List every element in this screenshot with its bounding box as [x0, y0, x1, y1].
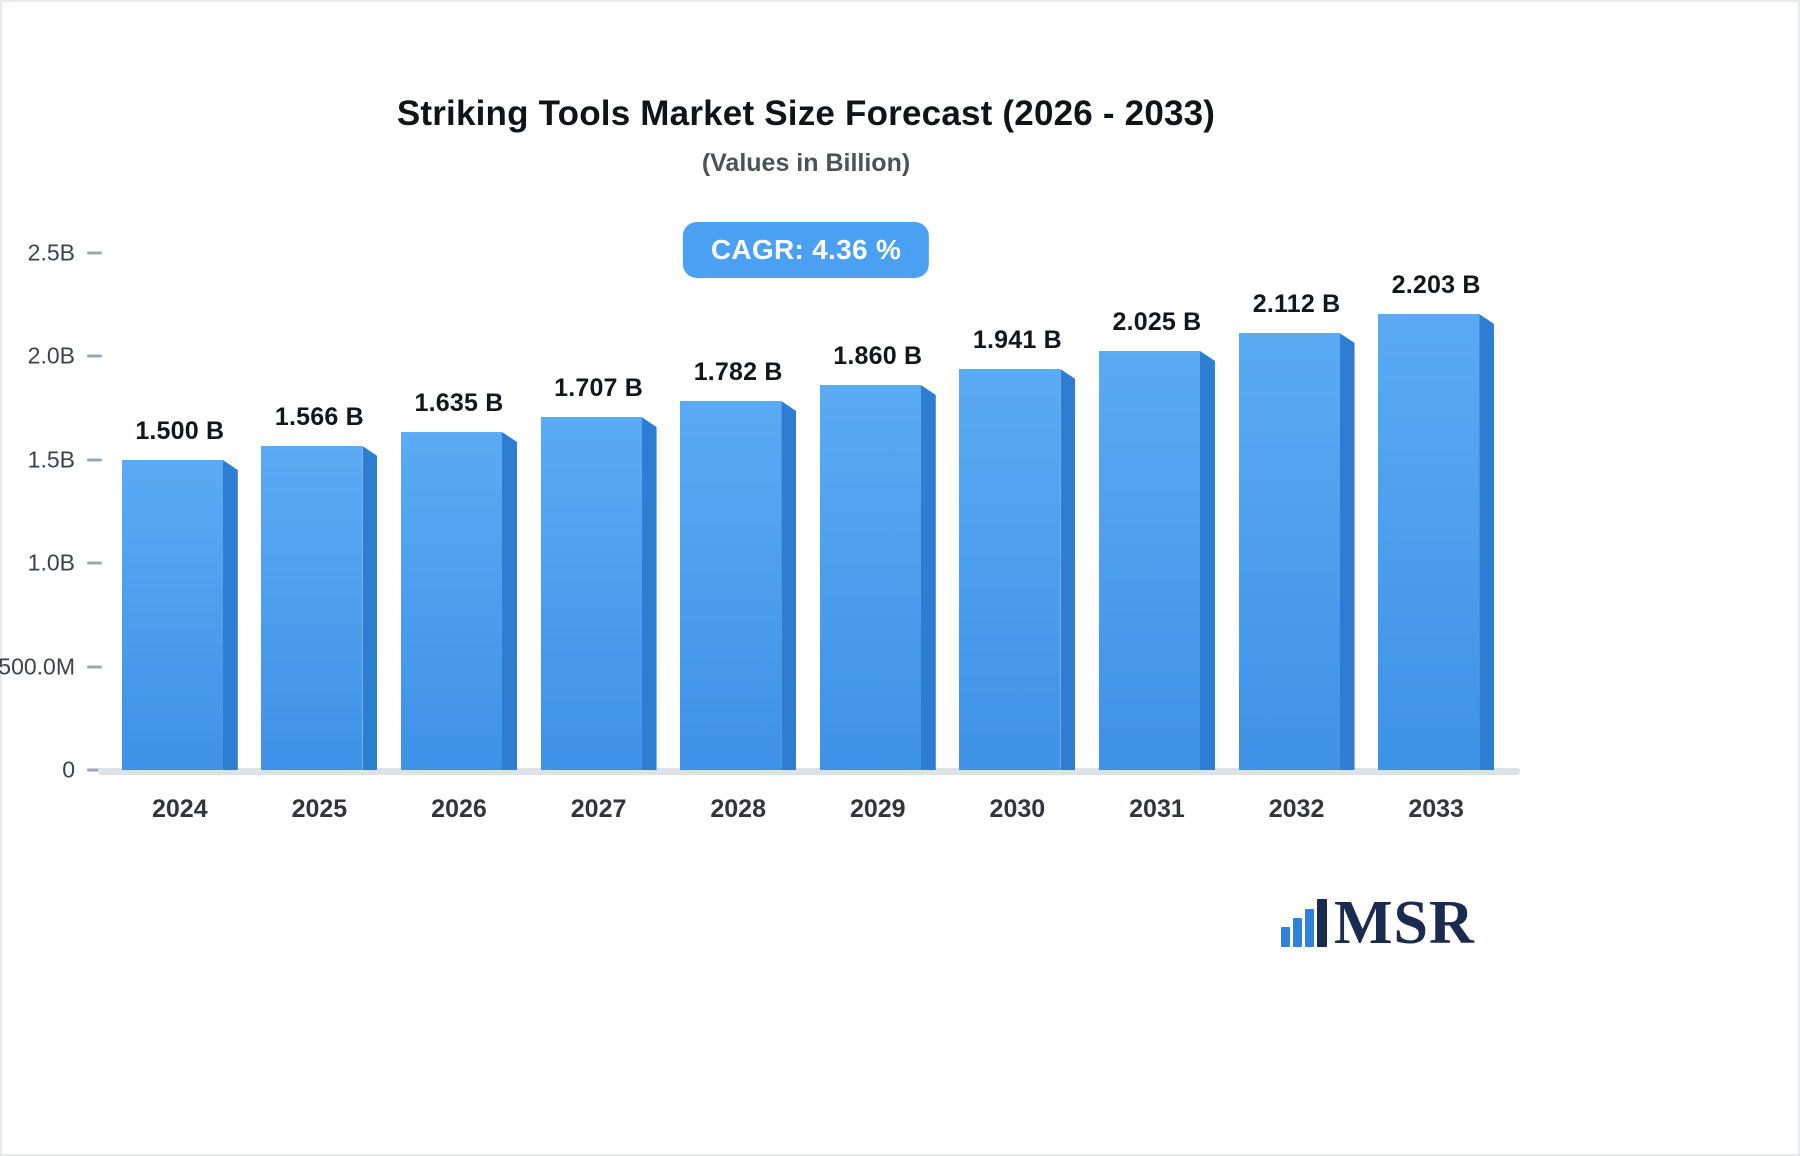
x-axis-label: 2025 — [291, 795, 348, 823]
bar-value-label: 1.500 B — [135, 417, 225, 445]
bar-value-label: 2.203 B — [1391, 271, 1481, 299]
bar-column: 1.635 B — [389, 389, 529, 770]
y-tick-mark — [87, 458, 102, 462]
msr-logo-text: MSR — [1334, 888, 1475, 957]
y-tick-label: 1.0B — [27, 549, 75, 576]
bar-column: 1.707 B — [529, 374, 669, 770]
bar-column: 2.203 B — [1366, 271, 1506, 770]
bar-face — [1098, 351, 1200, 770]
bar — [1378, 314, 1495, 770]
cagr-badge: CAGR: 4.36 % — [682, 222, 930, 278]
bar-side — [1339, 333, 1355, 770]
bar-side — [1060, 369, 1076, 770]
bar-value-label: 1.566 B — [274, 403, 364, 431]
bar-value-label: 1.941 B — [972, 326, 1062, 354]
x-axis-label: 2028 — [710, 795, 766, 823]
bar-face — [959, 369, 1061, 770]
bar — [819, 385, 936, 770]
x-axis-label: 2024 — [151, 795, 208, 823]
bar-face — [121, 460, 223, 770]
bar — [1238, 333, 1355, 770]
bar-column: 1.782 B — [668, 358, 808, 770]
bar — [1098, 351, 1215, 770]
bar-column: 2.025 B — [1087, 308, 1227, 770]
bar-side — [1199, 351, 1215, 770]
y-tick: 1.0B — [2, 550, 102, 577]
x-axis-label: 2033 — [1408, 795, 1464, 823]
bar-side — [781, 401, 797, 770]
bar-column: 1.500 B — [110, 417, 250, 770]
bar-side — [362, 446, 378, 770]
y-tick: 2.0B — [2, 343, 102, 370]
bar — [680, 401, 797, 770]
bar-face — [261, 446, 363, 770]
bar-column: 2.112 B — [1227, 290, 1367, 770]
bar — [959, 369, 1076, 770]
y-tick-mark — [87, 251, 102, 255]
y-tick-label: 0 — [62, 756, 75, 783]
bar-face — [400, 432, 502, 770]
bar — [540, 417, 657, 770]
plot-area: 0 500.0M 1.0B 1.5B 2.0B 2.5B 1.500 B 1.566 B 1.… — [0, 240, 1520, 823]
x-axis-label: 2026 — [431, 795, 487, 823]
msr-logo-bar-chart-icon — [1281, 899, 1327, 947]
bar-value-label: 1.782 B — [693, 358, 783, 386]
y-tick-label: 500.0M — [0, 653, 75, 680]
bar-column: 1.941 B — [948, 326, 1088, 770]
y-tick-mark — [87, 665, 102, 669]
bar-value-label: 1.707 B — [554, 374, 644, 402]
y-tick: 2.5B — [2, 240, 102, 267]
bar-face — [1238, 333, 1340, 770]
bar-face — [1378, 314, 1480, 770]
y-tick: 0 — [2, 757, 102, 784]
bar-value-label: 1.635 B — [414, 389, 504, 417]
bar-side — [501, 432, 517, 770]
chart-title: Striking Tools Market Size Forecast (202… — [396, 94, 1216, 133]
bar-value-label: 1.860 B — [833, 342, 923, 370]
bar — [400, 432, 517, 770]
x-axis-label: 2032 — [1268, 795, 1325, 823]
bar-side — [920, 385, 936, 770]
x-axis-baseline — [98, 768, 1520, 775]
bar — [261, 446, 378, 770]
x-axis-label: 2030 — [989, 795, 1046, 823]
bar-side — [222, 460, 238, 770]
chart-subtitle: (Values in Billion) — [701, 149, 911, 177]
x-axis-label: 2029 — [849, 795, 906, 823]
y-tick-mark — [87, 768, 102, 772]
bar-side — [641, 417, 657, 770]
bar-column: 1.860 B — [808, 342, 948, 770]
bar — [121, 460, 238, 770]
y-tick: 500.0M — [0, 653, 102, 680]
y-tick-label: 2.5B — [27, 239, 75, 266]
y-tick-mark — [87, 354, 102, 358]
bar-side — [1479, 314, 1495, 770]
y-tick-mark — [87, 561, 102, 565]
x-axis-labels: 2024 2025 2026 2027 2028 2029 2030 2031 2032 2033 — [110, 770, 1506, 824]
bar-face — [540, 417, 642, 770]
bar-value-label: 2.112 B — [1252, 290, 1341, 318]
bar-column: 1.566 B — [250, 403, 390, 770]
y-tick-label: 1.5B — [27, 446, 75, 473]
bars: 1.500 B 1.566 B 1.635 B 1.707 B 1.782 B 1.860… — [110, 253, 1506, 770]
bar-face — [819, 385, 921, 770]
msr-logo: MSR — [1281, 888, 1475, 957]
bar-value-label: 2.025 B — [1112, 308, 1202, 336]
bar-face — [680, 401, 782, 770]
y-tick-label: 2.0B — [27, 342, 75, 369]
x-axis-label: 2031 — [1129, 795, 1185, 823]
x-axis-label: 2027 — [570, 795, 627, 823]
y-axis: 0 500.0M 1.0B 1.5B 2.0B 2.5B — [0, 240, 1506, 783]
y-tick: 1.5B — [2, 446, 102, 473]
